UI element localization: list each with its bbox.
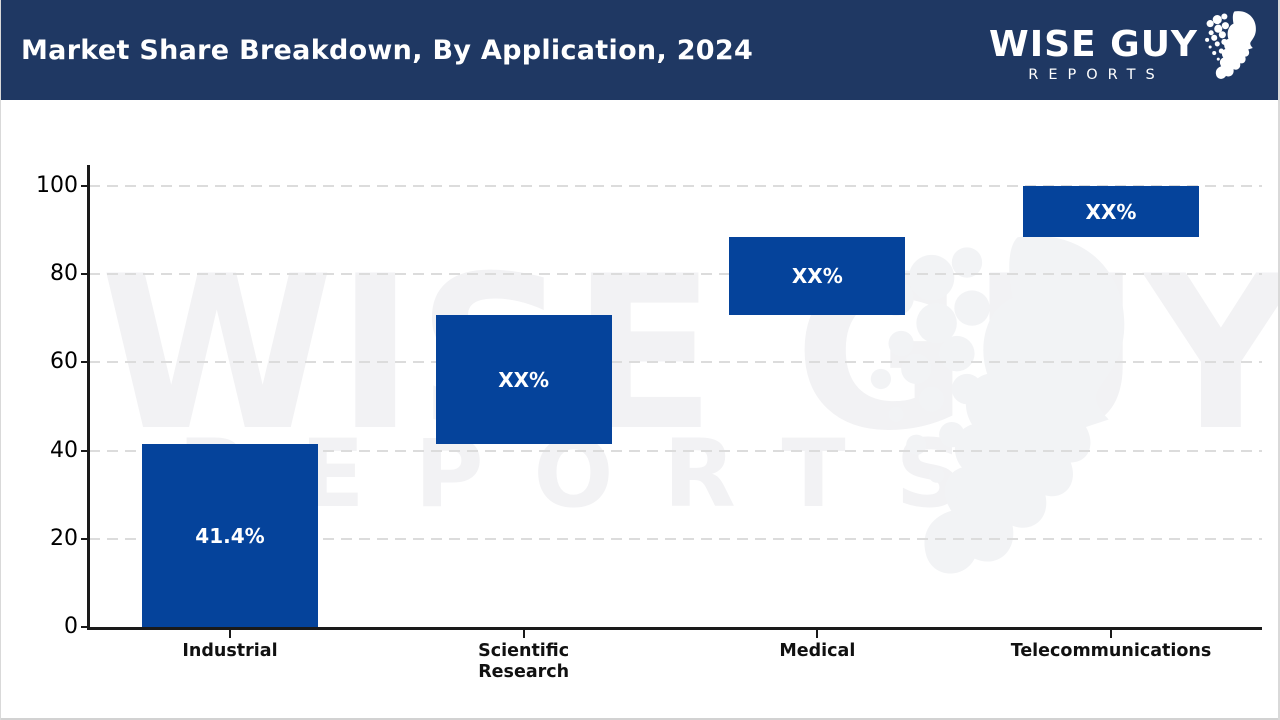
logo-subtext: REPORTS (1028, 66, 1165, 83)
x-tick-mark (816, 630, 819, 638)
x-tick-label: Medical (779, 641, 856, 661)
header-bar: Market Share Breakdown, By Application, … (0, 0, 1280, 100)
y-axis-line (87, 165, 90, 630)
gridline-40 (89, 449, 1262, 452)
bar-industrial: 41.4% (142, 444, 318, 627)
bar-value-label: XX% (498, 367, 550, 392)
y-tick-label: 60 (50, 349, 78, 375)
x-tick-mark (1110, 630, 1112, 638)
x-tick-label: Telecommunications (1010, 641, 1212, 661)
y-tick-label: 0 (64, 614, 78, 639)
bar-telecommunications: XX% (1023, 186, 1199, 238)
gridline-20 (89, 537, 1262, 540)
logo-wordmark: WISE GUY (988, 24, 1198, 65)
x-tick-mark (229, 630, 231, 638)
y-tick-label: 40 (50, 437, 78, 463)
x-tick-mark (522, 630, 525, 638)
bar-value-label: XX% (1085, 199, 1137, 224)
y-tick-mark (81, 537, 89, 540)
y-tick-mark (81, 273, 89, 276)
gridline-60 (89, 361, 1262, 364)
logo-head-icon (1205, 11, 1256, 79)
y-tick-mark (81, 185, 89, 187)
gridline-80 (89, 273, 1262, 276)
y-tick-mark (81, 449, 89, 452)
x-tick-label: Scientific Research (478, 641, 570, 683)
wise-guy-reports-logo: WISE GUY REPORTS (989, 8, 1266, 90)
y-tick-label: 80 (50, 261, 78, 287)
x-tick-label: Industrial (182, 641, 278, 661)
x-axis-line (89, 627, 1262, 630)
y-tick-mark (81, 626, 89, 628)
chart-title: Market Share Breakdown, By Application, … (21, 34, 754, 66)
gridline-100 (89, 185, 1262, 187)
y-tick-label: 100 (36, 173, 78, 198)
bar-medical: XX% (729, 237, 906, 315)
bar-scientific-research: XX% (435, 314, 612, 445)
y-tick-mark (81, 361, 89, 364)
bar-value-label: XX% (791, 263, 843, 288)
y-tick-label: 20 (50, 525, 78, 551)
bar-value-label: 41.4% (195, 523, 265, 548)
